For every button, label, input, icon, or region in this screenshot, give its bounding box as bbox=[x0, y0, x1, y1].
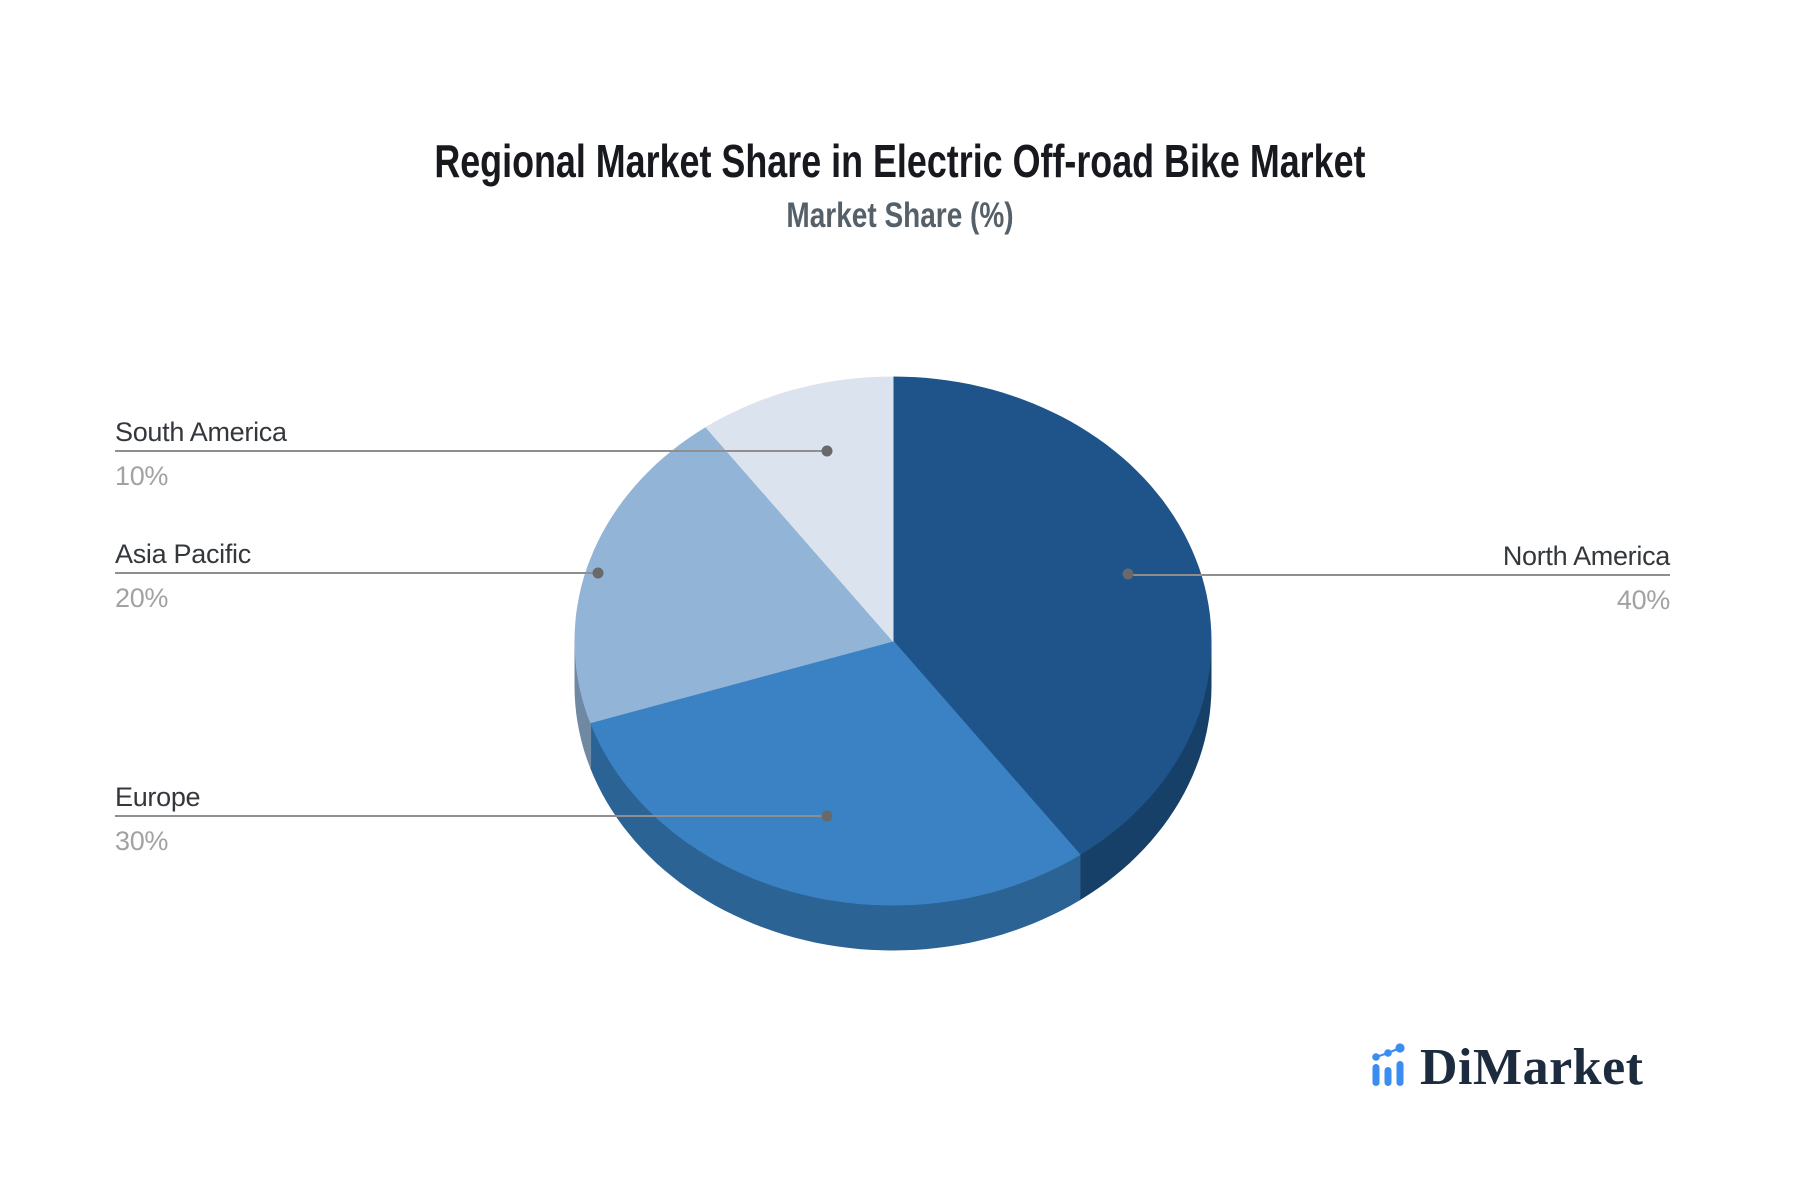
pie-value-north-america: 40% bbox=[1616, 585, 1670, 615]
brand-logo-text: DiMarket bbox=[1420, 1039, 1644, 1096]
trend-dot bbox=[1384, 1049, 1392, 1057]
pie-value-europe: 30% bbox=[115, 826, 169, 856]
pie-slice-south-america[interactable] bbox=[705, 376, 894, 643]
leader-dot-asia-pacific bbox=[592, 567, 604, 579]
brand-logo: DiMarket bbox=[1370, 1042, 1643, 1094]
pie-label-south-america: South America bbox=[115, 417, 287, 447]
pie-slice-asia-pacific[interactable] bbox=[574, 426, 894, 724]
pie-slice-north-america[interactable] bbox=[892, 376, 1212, 856]
pie-value-asia-pacific: 20% bbox=[115, 583, 169, 613]
trend-dot bbox=[1395, 1043, 1405, 1053]
leader-dot-europe bbox=[821, 810, 833, 822]
pie-label-north-america: North America bbox=[1502, 541, 1670, 571]
chart-title: Regional Market Share in Electric Off-ro… bbox=[0, 134, 1800, 188]
chart-title-text: Regional Market Share in Electric Off-ro… bbox=[434, 135, 1366, 187]
chart-subtitle-text: Market Share (%) bbox=[786, 196, 1014, 235]
pie-label-asia-pacific: Asia Pacific bbox=[115, 539, 251, 569]
chart-subtitle: Market Share (%) bbox=[0, 196, 1800, 236]
leader-dot-north-america bbox=[1122, 568, 1134, 580]
pie-slice-europe[interactable] bbox=[589, 640, 1081, 906]
pie-value-south-america: 10% bbox=[115, 461, 169, 491]
leader-dot-south-america bbox=[821, 445, 833, 457]
pie-label-europe: Europe bbox=[115, 782, 201, 812]
bar-chart-trend-icon bbox=[1372, 1043, 1405, 1086]
bar bbox=[1396, 1061, 1404, 1086]
bar bbox=[1384, 1067, 1392, 1086]
trend-dot bbox=[1372, 1053, 1380, 1061]
bar bbox=[1372, 1064, 1380, 1086]
